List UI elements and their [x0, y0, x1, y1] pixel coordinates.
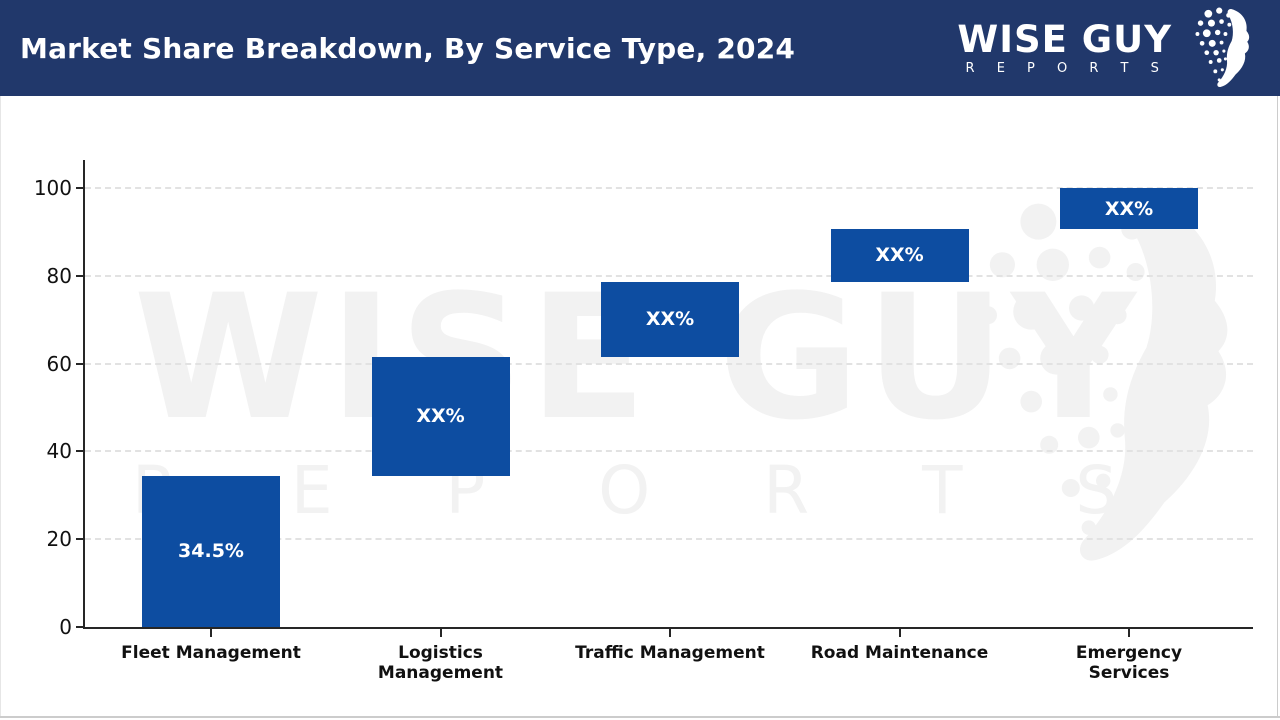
- x-tick-5: [1128, 629, 1130, 637]
- y-tick-40: [76, 450, 83, 453]
- wiseguy-logo-subtitle: R E P O R T S: [965, 60, 1168, 76]
- bar-value-label: XX%: [1104, 197, 1154, 220]
- x-axis-line: [83, 627, 1253, 629]
- page-border-bottom: [0, 716, 1280, 718]
- wiseguy-logo-text: WISE GUY R E P O R T S: [957, 21, 1172, 76]
- y-tick-100: [76, 187, 83, 189]
- wiseguy-logo-wordmark: WISE GUY: [957, 17, 1172, 61]
- y-tick-label-100: 100: [33, 176, 72, 200]
- y-tick-label-60: 60: [46, 351, 72, 376]
- bar-road-maintenance: XX%: [830, 229, 969, 282]
- gridline-100: [85, 187, 1253, 189]
- bar-traffic-management: XX%: [601, 281, 739, 358]
- y-tick-label-40: 40: [46, 439, 72, 464]
- y-tick-0: [76, 626, 83, 628]
- bar-value-label: 34.5%: [178, 540, 244, 563]
- gridline-20: [85, 538, 1253, 541]
- bar-value-label: XX%: [416, 405, 465, 428]
- y-tick-20: [76, 538, 83, 541]
- category-label-1: Fleet Management: [121, 643, 301, 663]
- y-tick-label-0: 0: [59, 615, 72, 639]
- y-tick-80: [76, 274, 83, 277]
- page-title: Market Share Breakdown, By Service Type,…: [20, 31, 796, 65]
- gridline-60: [85, 362, 1253, 365]
- category-label-2: Logistics Management: [377, 643, 504, 684]
- category-label-5: Emergency Services: [1075, 643, 1183, 684]
- gridline-40: [85, 450, 1253, 453]
- x-tick-2: [439, 629, 442, 637]
- bar-logistics-management: XX%: [371, 357, 510, 476]
- gridline-80: [85, 274, 1253, 277]
- category-label-3: Traffic Management: [575, 643, 765, 663]
- bar-value-label: XX%: [875, 244, 924, 267]
- x-tick-3: [669, 629, 671, 637]
- wiseguy-face-icon: [1174, 6, 1252, 90]
- category-label-4: Road Maintenance: [810, 643, 989, 663]
- bar-value-label: XX%: [645, 308, 695, 331]
- y-axis-line: [83, 160, 85, 629]
- bar-emergency-services: XX%: [1060, 188, 1198, 230]
- y-tick-label-80: 80: [46, 263, 72, 288]
- x-tick-1: [210, 629, 212, 637]
- x-tick-4: [898, 629, 901, 637]
- header-bar: Market Share Breakdown, By Service Type,…: [0, 0, 1280, 96]
- wiseguy-logo: WISE GUY R E P O R T S: [957, 6, 1252, 90]
- bar-fleet-management: 34.5%: [142, 475, 280, 627]
- y-tick-60: [76, 362, 83, 365]
- waterfall-chart: 0 20 40 60 80 100 34.5% XX% XX% XX% XX% Fleet Manag…: [0, 96, 1280, 720]
- y-tick-label-20: 20: [46, 527, 72, 552]
- page-border-left: [0, 96, 1, 718]
- page-border-right: [1277, 96, 1278, 718]
